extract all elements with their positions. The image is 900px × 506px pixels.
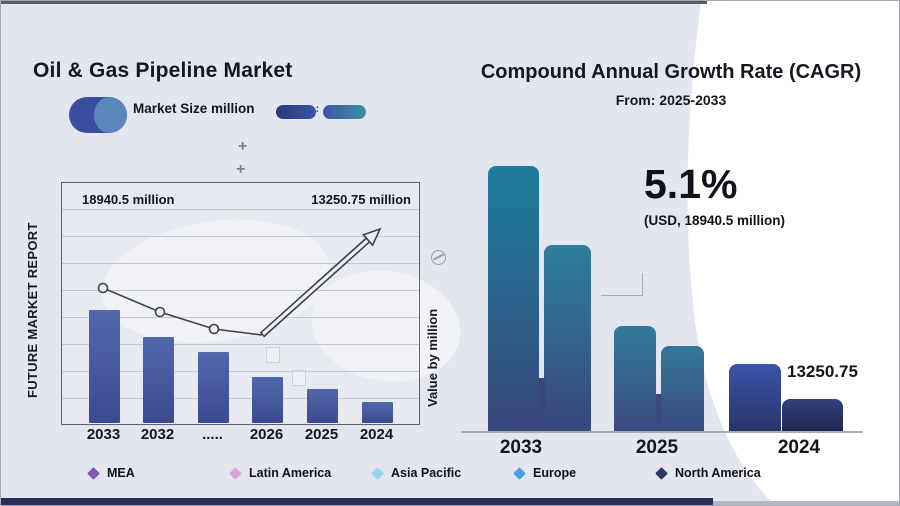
right-xlabel-2025: 2025 bbox=[635, 437, 679, 458]
gridline bbox=[62, 236, 419, 237]
left-chart-xlabels: 2033 2032..... 2026 2025 2024 bbox=[61, 426, 418, 446]
right-chart-annotation: 13250.75 bbox=[787, 362, 858, 381]
trend-line-arrow bbox=[97, 227, 382, 338]
bar-connector bbox=[656, 394, 662, 431]
market-bar-2032 bbox=[143, 337, 174, 423]
market-bar-..... bbox=[198, 352, 229, 423]
legend-label: Latin America bbox=[249, 466, 332, 480]
plus-decoration: + bbox=[236, 161, 246, 178]
xlabel-2026: 2026 bbox=[249, 426, 284, 443]
right-xlabel-2033: 2033 bbox=[499, 437, 543, 458]
left-chart-max-value: 18940.5 million bbox=[82, 192, 175, 207]
right-chart-axis-line bbox=[461, 431, 863, 433]
legend-label: MEA bbox=[107, 466, 135, 480]
minus-circle-icon bbox=[431, 250, 446, 265]
plus-decoration: + bbox=[238, 138, 248, 155]
legend-diamond-icon bbox=[655, 467, 668, 480]
gridline bbox=[62, 209, 419, 210]
legend-diamond-icon bbox=[229, 467, 242, 480]
gridline bbox=[62, 290, 419, 291]
gridline bbox=[62, 344, 419, 345]
cagr-bar-2024-1 bbox=[729, 364, 781, 431]
cagr-subtitle: From: 2025-2033 bbox=[615, 92, 727, 108]
ratio-pill-right-icon bbox=[323, 105, 366, 119]
xlabel-.....: ..... bbox=[202, 426, 223, 443]
xlabel-2033: 2033 bbox=[86, 426, 121, 443]
market-size-label: Market Size million bbox=[133, 101, 255, 116]
cagr-title: Compound Annual Growth Rate (CAGR) bbox=[480, 61, 862, 83]
xlabel-2025: 2025 bbox=[304, 426, 339, 443]
xlabel-2024: 2024 bbox=[359, 426, 394, 443]
legend-label: Europe bbox=[533, 466, 577, 480]
xlabel-2032: 2032 bbox=[140, 426, 175, 443]
legend-label: North America bbox=[675, 466, 761, 480]
faint-document-icon bbox=[266, 347, 280, 363]
legend-label: Asia Pacific bbox=[391, 466, 462, 480]
gridline bbox=[62, 398, 419, 399]
right-xlabel-2024: 2024 bbox=[777, 437, 821, 458]
ratio-pill-left-icon bbox=[276, 105, 316, 119]
pipeline-cylinder-icon bbox=[69, 97, 127, 133]
right-chart-plot: 13250.75 2033 2025 2024 bbox=[461, 161, 863, 458]
region-legend: MEA Latin America Asia Pacific Europe North … bbox=[1, 464, 899, 488]
legend-diamond-icon bbox=[371, 467, 384, 480]
market-bar-2033 bbox=[89, 310, 120, 423]
market-bar-2026 bbox=[252, 377, 283, 423]
corner-bracket-decoration bbox=[601, 273, 643, 296]
faint-document-icon bbox=[292, 370, 306, 386]
market-bar-2025 bbox=[307, 389, 338, 423]
legend-diamond-icon bbox=[513, 467, 526, 480]
page-title: Oil & Gas Pipeline Market bbox=[33, 59, 293, 82]
cagr-detail: (USD, 18940.5 million) bbox=[644, 213, 786, 228]
gridline bbox=[62, 371, 419, 372]
market-bar-2024 bbox=[362, 402, 393, 423]
cagr-bar-2025-1 bbox=[614, 326, 656, 431]
ratio-separator: : bbox=[315, 103, 320, 115]
left-chart-plot: 18940.5 million 13250.75 million bbox=[61, 182, 420, 425]
cagr-value: 5.1% bbox=[644, 161, 738, 207]
y-axis-label: Value by million bbox=[425, 308, 440, 408]
gridline bbox=[62, 263, 419, 264]
cagr-bar-2025-2 bbox=[661, 346, 704, 431]
cagr-bar-2033-2 bbox=[544, 245, 591, 431]
gridline bbox=[62, 317, 419, 318]
top-border-bar bbox=[1, 1, 707, 4]
legend-diamond-icon bbox=[87, 467, 100, 480]
cagr-bar-2033-1 bbox=[488, 166, 539, 431]
bottom-grey-bar bbox=[713, 501, 899, 505]
cagr-bar-2024-2 bbox=[782, 399, 843, 431]
bar-connector bbox=[539, 378, 545, 431]
left-chart-base-value: 13250.75 million bbox=[311, 192, 411, 207]
bottom-navy-bar bbox=[1, 498, 713, 505]
watermark-future-market-report: FUTURE MARKET REPORT bbox=[25, 222, 40, 398]
